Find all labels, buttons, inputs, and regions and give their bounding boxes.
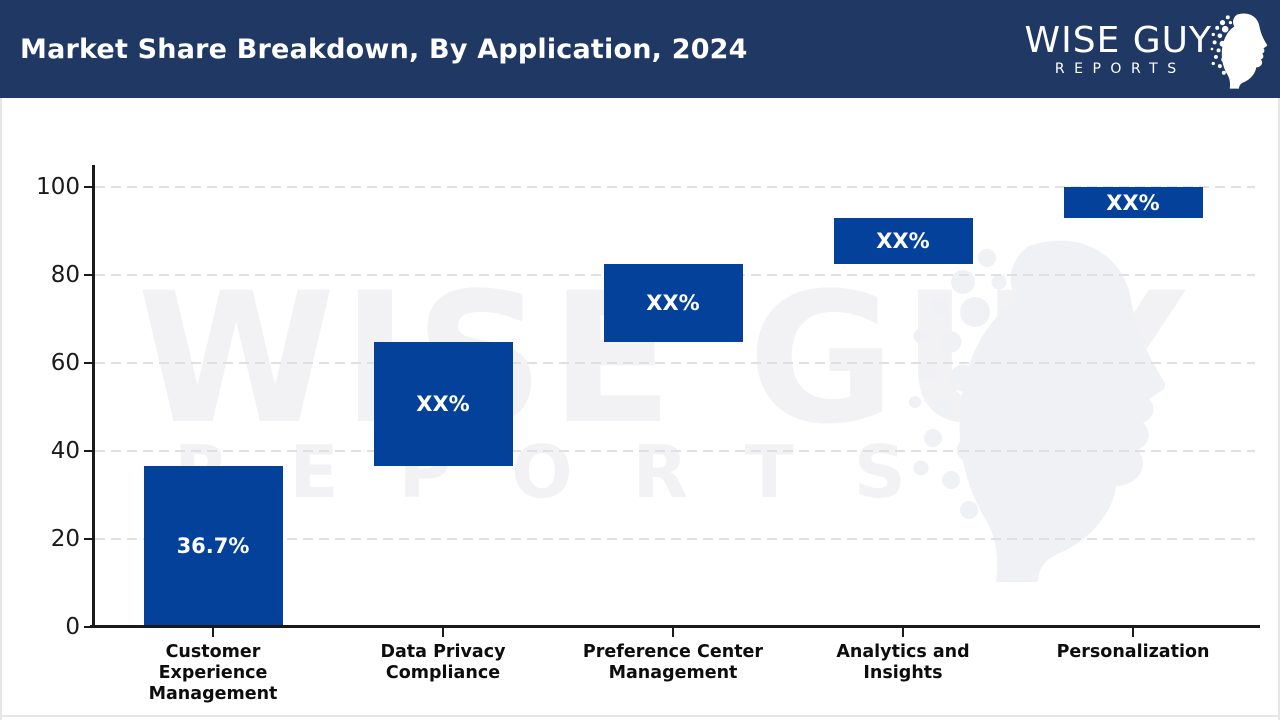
bar-value-label: XX%: [646, 291, 700, 316]
y-tick-label: 80: [50, 262, 80, 288]
y-tick-label: 100: [36, 174, 80, 200]
bar-value-label: XX%: [1106, 190, 1160, 215]
chart-area: WISE GUY REPORTS 0 20 40 60 80 100 36.7% Custom…: [0, 98, 1280, 720]
brand-logo: WISE GUY REPORTS: [1025, 9, 1280, 89]
y-tick: [84, 186, 93, 188]
waterfall-bar: XX%: [373, 342, 513, 466]
x-tick: [1132, 628, 1134, 637]
gridline: [95, 362, 1255, 364]
y-tick-label: 40: [50, 438, 80, 464]
y-axis-line: [92, 165, 95, 628]
header-bar: Market Share Breakdown, By Application, …: [0, 0, 1280, 98]
gridline: [95, 450, 1255, 452]
y-tick: [84, 274, 93, 276]
x-tick: [672, 628, 674, 637]
y-tick-label: 0: [65, 614, 80, 640]
x-category-label: Analytics and Insights: [836, 642, 970, 683]
y-tick-label: 60: [50, 350, 80, 376]
waterfall-bar: XX%: [603, 264, 743, 343]
x-category-label: Personalization: [1056, 642, 1210, 662]
bar-value-label: 36.7%: [176, 534, 250, 559]
x-tick: [212, 628, 214, 637]
bar-value-label: XX%: [876, 229, 930, 254]
x-axis-line: [90, 625, 1260, 628]
y-tick: [84, 450, 93, 452]
page-title: Market Share Breakdown, By Application, …: [20, 33, 748, 65]
y-tick: [84, 362, 93, 364]
waterfall-bar: XX%: [833, 218, 973, 265]
brand-head-icon: [1210, 13, 1267, 89]
bar-value-label: XX%: [416, 391, 470, 416]
watermark-subtext: REPORTS: [174, 430, 966, 514]
y-tick-label: 20: [50, 526, 80, 552]
y-tick: [84, 538, 93, 540]
x-tick: [442, 628, 444, 637]
brand-wordmark: WISE GUY REPORTS: [1024, 19, 1213, 77]
waterfall-bar: XX%: [1063, 187, 1203, 219]
brand-subtitle: REPORTS: [1054, 60, 1186, 77]
gridline: [95, 186, 1255, 188]
watermark-head-icon: [909, 240, 1166, 582]
y-tick: [84, 626, 93, 628]
waterfall-bar: 36.7%: [143, 465, 283, 627]
figure-bottom-rule: [2, 715, 1280, 717]
gridline: [95, 538, 1255, 540]
x-tick: [902, 628, 904, 637]
x-category-label: Data Privacy Compliance: [380, 642, 506, 683]
x-category-label: Preference Center Management: [582, 642, 764, 683]
x-category-label: Customer Experience Management: [148, 642, 278, 704]
brand-name: WISE GUY: [1024, 19, 1212, 61]
